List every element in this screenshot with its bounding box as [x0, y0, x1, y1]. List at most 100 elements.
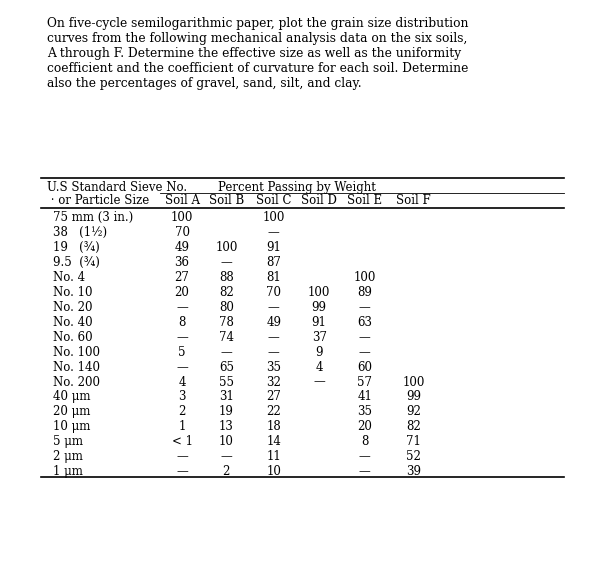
Text: 81: 81	[267, 271, 281, 284]
Text: On five-cycle semilogarithmic paper, plot the grain size distribution
curves fro: On five-cycle semilogarithmic paper, plo…	[47, 17, 469, 90]
Text: —: —	[176, 465, 188, 478]
Text: No. 100: No. 100	[53, 346, 100, 359]
Text: 49: 49	[266, 316, 281, 329]
Text: 37: 37	[311, 331, 327, 344]
Text: —: —	[176, 360, 188, 374]
Text: 10: 10	[219, 435, 234, 448]
Text: 70: 70	[174, 226, 190, 239]
Text: No. 140: No. 140	[53, 360, 100, 374]
Text: —: —	[359, 346, 371, 359]
Text: —: —	[268, 301, 280, 314]
Text: 4: 4	[178, 375, 186, 389]
Text: 11: 11	[267, 450, 281, 463]
Text: 2: 2	[223, 465, 230, 478]
Text: Soil A: Soil A	[164, 194, 200, 207]
Text: No. 40: No. 40	[53, 316, 93, 329]
Text: · or Particle Size: · or Particle Size	[47, 194, 150, 207]
Text: —: —	[359, 465, 371, 478]
Text: No. 200: No. 200	[53, 375, 100, 389]
Text: —: —	[359, 301, 371, 314]
Text: No. 4: No. 4	[53, 271, 85, 284]
Text: 80: 80	[219, 301, 234, 314]
Text: —: —	[359, 450, 371, 463]
Text: 40 μm: 40 μm	[53, 390, 90, 404]
Text: 87: 87	[266, 256, 281, 269]
Text: 14: 14	[266, 435, 281, 448]
Text: 100: 100	[308, 286, 330, 299]
Text: 5 μm: 5 μm	[53, 435, 83, 448]
Text: Soil E: Soil E	[347, 194, 382, 207]
Text: 52: 52	[406, 450, 421, 463]
Text: 41: 41	[357, 390, 372, 404]
Text: —: —	[176, 450, 188, 463]
Text: 8: 8	[178, 316, 186, 329]
Text: 20: 20	[357, 420, 372, 433]
Text: 5: 5	[178, 346, 186, 359]
Text: 20 μm: 20 μm	[53, 405, 90, 418]
Text: 19: 19	[219, 405, 234, 418]
Text: 3: 3	[178, 390, 186, 404]
Text: 22: 22	[267, 405, 281, 418]
Text: 8: 8	[361, 435, 368, 448]
Text: 65: 65	[219, 360, 234, 374]
Text: 100: 100	[402, 375, 425, 389]
Text: Soil C: Soil C	[256, 194, 291, 207]
Text: 27: 27	[266, 390, 281, 404]
Text: 82: 82	[219, 286, 233, 299]
Text: 32: 32	[266, 375, 281, 389]
Text: Soil F: Soil F	[397, 194, 431, 207]
Text: 2 μm: 2 μm	[53, 450, 83, 463]
Text: —: —	[359, 331, 371, 344]
Text: 35: 35	[357, 405, 372, 418]
Text: 92: 92	[406, 405, 421, 418]
Text: 63: 63	[357, 316, 372, 329]
Text: —: —	[176, 331, 188, 344]
Text: 2: 2	[178, 405, 186, 418]
Text: 38   (1½): 38 (1½)	[53, 226, 108, 239]
Text: —: —	[176, 301, 188, 314]
Text: 99: 99	[406, 390, 421, 404]
Text: 18: 18	[267, 420, 281, 433]
Text: 36: 36	[174, 256, 190, 269]
Text: —: —	[220, 450, 232, 463]
Text: 89: 89	[357, 286, 372, 299]
Text: Soil B: Soil B	[209, 194, 244, 207]
Text: 88: 88	[219, 271, 233, 284]
Text: 1 μm: 1 μm	[53, 465, 83, 478]
Text: 1: 1	[178, 420, 186, 433]
Text: < 1: < 1	[171, 435, 193, 448]
Text: 91: 91	[311, 316, 327, 329]
Text: 60: 60	[357, 360, 372, 374]
Text: No. 20: No. 20	[53, 301, 93, 314]
Text: 99: 99	[311, 301, 327, 314]
Text: 20: 20	[174, 286, 190, 299]
Text: 31: 31	[219, 390, 234, 404]
Text: —: —	[220, 346, 232, 359]
Text: 82: 82	[407, 420, 421, 433]
Text: —: —	[268, 226, 280, 239]
Text: 71: 71	[406, 435, 421, 448]
Text: 10: 10	[266, 465, 281, 478]
Text: —: —	[220, 256, 232, 269]
Text: 100: 100	[353, 271, 376, 284]
Text: 55: 55	[219, 375, 234, 389]
Text: 78: 78	[219, 316, 234, 329]
Text: 91: 91	[266, 241, 281, 254]
Text: —: —	[268, 331, 280, 344]
Text: 10 μm: 10 μm	[53, 420, 90, 433]
Text: —: —	[268, 346, 280, 359]
Text: 70: 70	[266, 286, 281, 299]
Text: No. 10: No. 10	[53, 286, 93, 299]
Text: 4: 4	[316, 360, 323, 374]
Text: 9: 9	[316, 346, 323, 359]
Text: 75 mm (3 in.): 75 mm (3 in.)	[53, 211, 134, 224]
Text: U.S Standard Sieve No.: U.S Standard Sieve No.	[47, 181, 187, 194]
Text: Percent Passing by Weight: Percent Passing by Weight	[218, 181, 376, 194]
Text: 74: 74	[219, 331, 234, 344]
Text: 100: 100	[262, 211, 285, 224]
Text: 100: 100	[215, 241, 238, 254]
Text: No. 60: No. 60	[53, 331, 93, 344]
Text: 35: 35	[266, 360, 281, 374]
Text: 49: 49	[174, 241, 190, 254]
Text: 100: 100	[171, 211, 193, 224]
